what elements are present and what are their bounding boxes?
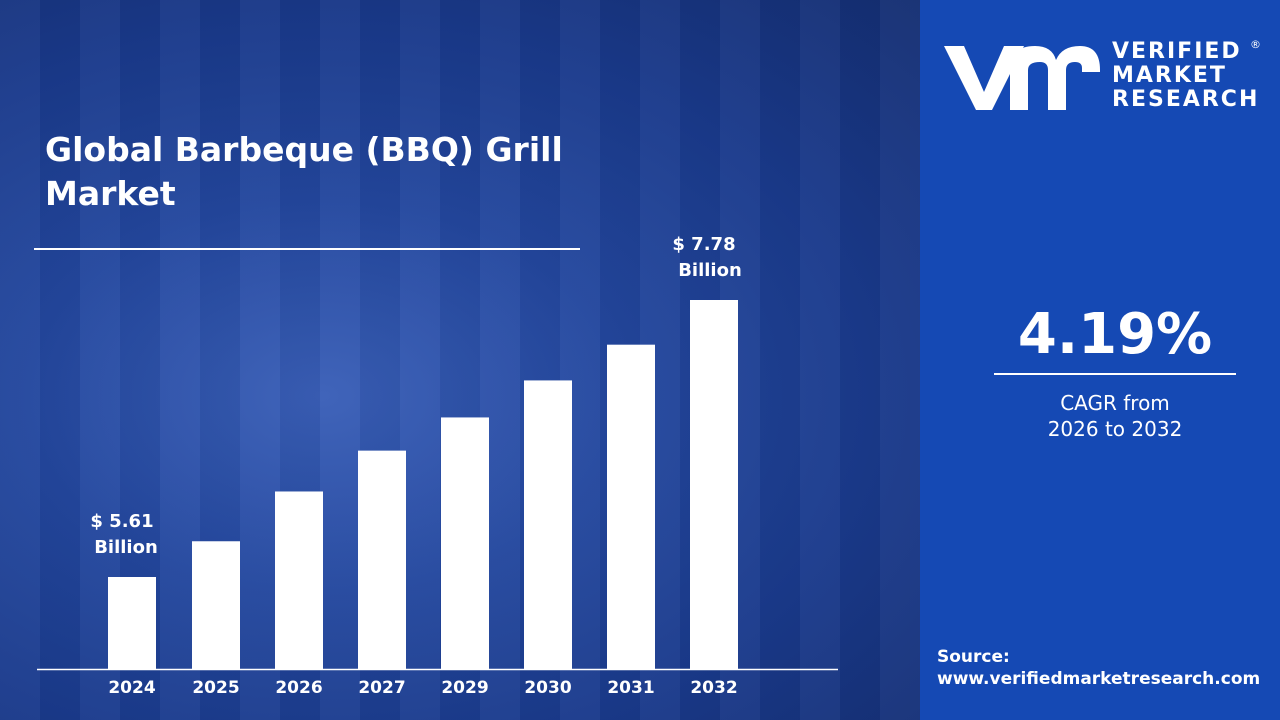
x-tick-label: 2032 bbox=[690, 678, 737, 698]
registered-mark: ® bbox=[1250, 38, 1261, 51]
bar-2027 bbox=[358, 450, 406, 669]
source-url[interactable]: www.verifiedmarketresearch.com bbox=[937, 669, 1261, 689]
data-label-unit: Billion bbox=[678, 260, 742, 281]
vmr-logo-icon bbox=[944, 46, 1100, 110]
data-label-value: $ 5.61 bbox=[90, 511, 153, 532]
logo-line-1: VERIFIED bbox=[1112, 39, 1242, 64]
x-tick-label: 2029 bbox=[441, 678, 488, 698]
x-tick-label: 2031 bbox=[607, 678, 654, 698]
x-tick-label: 2027 bbox=[358, 678, 405, 698]
chart-title: Global Barbeque (BBQ) Grill Market bbox=[45, 130, 563, 213]
logo-line-3: RESEARCH bbox=[1112, 87, 1260, 112]
cagr-value: 4.19% bbox=[1017, 302, 1213, 367]
bar-2026 bbox=[275, 491, 323, 669]
logo-line-2: MARKET bbox=[1112, 63, 1227, 88]
bar-2031 bbox=[607, 344, 655, 669]
data-label-unit: Billion bbox=[94, 537, 158, 558]
cagr-divider bbox=[994, 373, 1236, 375]
data-label-value: $ 7.78 bbox=[672, 234, 735, 255]
title-divider bbox=[34, 248, 580, 250]
cagr-label-line-2: 2026 to 2032 bbox=[1047, 417, 1183, 441]
bar-2024 bbox=[108, 577, 156, 669]
bar-2030 bbox=[524, 380, 572, 669]
bar-chart: 2024 $ 5.61 Billion 2025 2026 2027 2029 2030 203… bbox=[0, 0, 920, 720]
source-label: Source: bbox=[937, 647, 1010, 667]
bar-2032 bbox=[690, 300, 738, 669]
cagr-label-line-1: CAGR from bbox=[1060, 391, 1170, 415]
source: Source: www.verifiedmarketresearch.com bbox=[937, 646, 1260, 690]
bar-2025 bbox=[192, 541, 240, 669]
side-panel bbox=[920, 0, 1280, 720]
x-tick-label: 2025 bbox=[192, 678, 239, 698]
cagr-label: CAGR from 2026 to 2032 bbox=[995, 390, 1235, 442]
x-tick-label: 2030 bbox=[524, 678, 571, 698]
x-tick-label: 2024 bbox=[108, 678, 155, 698]
logo-text: VERIFIED MARKET RESEARCH bbox=[1112, 40, 1259, 112]
bar-2029 bbox=[441, 417, 489, 669]
x-tick-label: 2026 bbox=[275, 678, 322, 698]
